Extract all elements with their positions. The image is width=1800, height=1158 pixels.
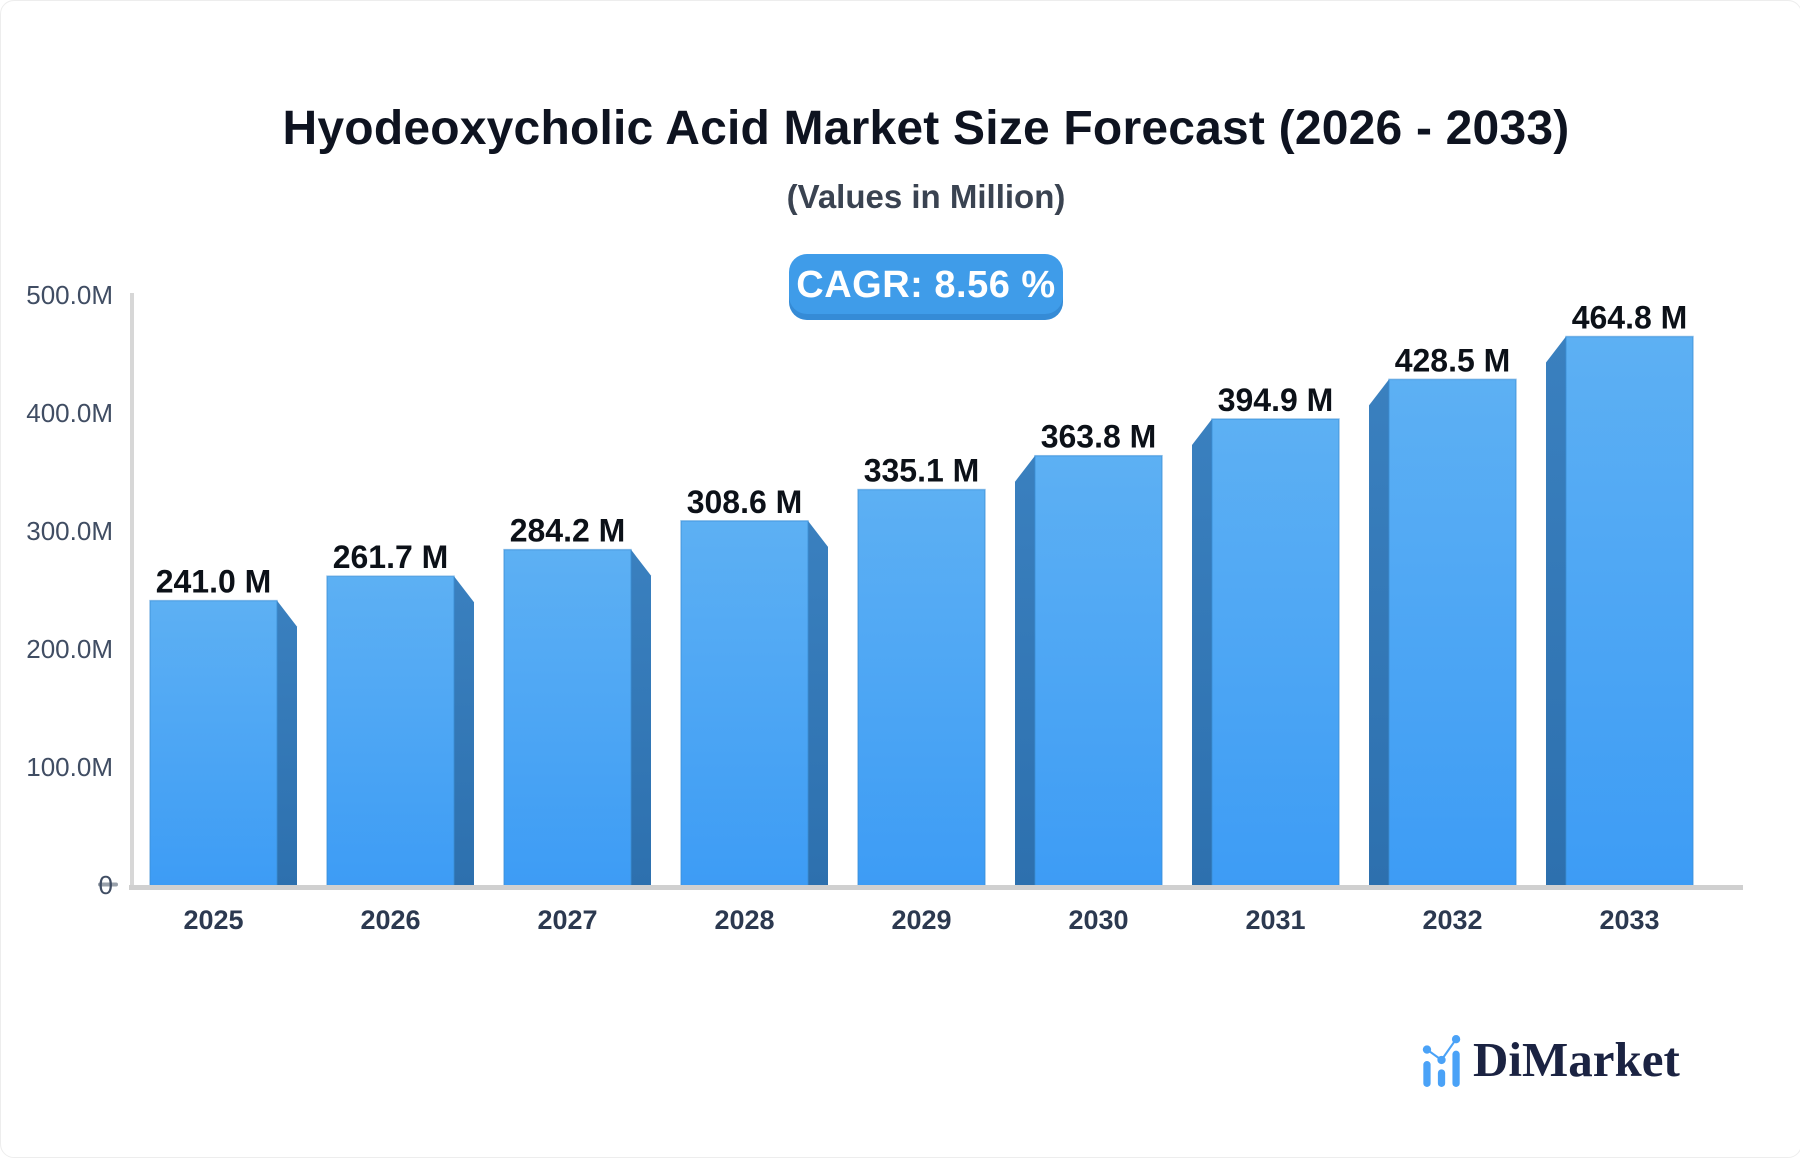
bar-2027: 284.2 M 2027 xyxy=(503,513,651,935)
bar-2025: 241.0 M 2025 xyxy=(149,564,297,935)
x-tick-label: 2026 xyxy=(360,905,420,935)
bar-2032: 428.5 M 2032 xyxy=(1369,342,1517,935)
x-tick-label: 2029 xyxy=(891,905,951,935)
bar-2026: 261.7 M 2026 xyxy=(326,539,474,935)
zero-tick-mark xyxy=(98,882,118,887)
bar-value-label: 363.8 M xyxy=(1041,419,1157,455)
bar-2028: 308.6 M 2028 xyxy=(680,484,828,935)
chart-subtitle: (Values in Million) xyxy=(786,178,1066,215)
bar-value-label: 241.0 M xyxy=(156,564,272,600)
bar-value-label: 394.9 M xyxy=(1218,382,1334,418)
chart-header: Hyodeoxycholic Acid Market Size Forecast… xyxy=(51,1,1800,216)
x-tick-label: 2028 xyxy=(714,905,774,935)
bar-2033: 464.8 M 2033 xyxy=(1546,300,1694,935)
y-tick-label: 300.0M xyxy=(26,516,113,546)
dimarket-logo: DiMarket xyxy=(1421,1032,1680,1088)
dimarket-logo-icon xyxy=(1422,1034,1461,1087)
x-tick-label: 2031 xyxy=(1245,905,1305,935)
y-tick-label: 100.0M xyxy=(26,752,113,782)
dimarket-logo-text: DiMarket xyxy=(1473,1032,1680,1087)
bar-value-label: 261.7 M xyxy=(333,539,449,575)
x-tick-label: 2027 xyxy=(537,905,597,935)
chart-title: Hyodeoxycholic Acid Market Size Forecast… xyxy=(282,102,1570,155)
y-tick-label: 400.0M xyxy=(26,398,113,428)
bar-value-label: 428.5 M xyxy=(1395,342,1511,378)
cagr-badge: CAGR: 8.56 % xyxy=(789,254,1063,320)
cagr-badge-label: CAGR: 8.56 % xyxy=(796,263,1056,306)
bar-2031: 394.9 M 2031 xyxy=(1192,382,1340,935)
bar-2029: 335.1 M 2029 xyxy=(857,453,986,935)
x-axis-baseline xyxy=(129,885,1743,890)
bar-value-label: 284.2 M xyxy=(510,513,626,549)
x-tick-label: 2032 xyxy=(1422,905,1482,935)
x-tick-label: 2030 xyxy=(1068,905,1128,935)
x-tick-label: 2025 xyxy=(183,905,243,935)
y-axis: 500.0M 400.0M 300.0M 200.0M 100.0M 0 xyxy=(26,280,134,900)
y-tick-label: 0 xyxy=(99,870,113,900)
y-tick-label: 500.0M xyxy=(26,280,113,310)
y-tick-label: 200.0M xyxy=(26,634,113,664)
bar-value-label: 308.6 M xyxy=(687,484,803,520)
x-tick-label: 2033 xyxy=(1599,905,1659,935)
bar-2030: 363.8 M 2030 xyxy=(1015,419,1163,935)
bar-value-label: 335.1 M xyxy=(864,453,980,489)
bar-value-label: 464.8 M xyxy=(1572,300,1688,336)
